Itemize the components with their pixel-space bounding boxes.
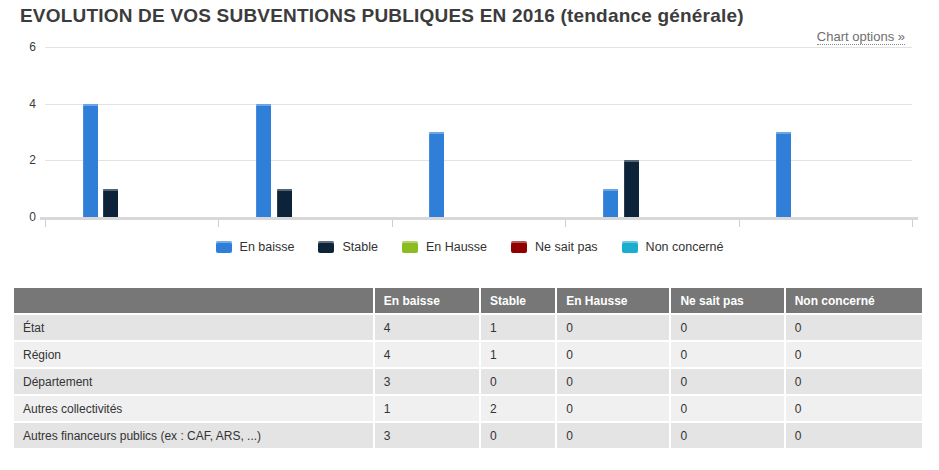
row-label: Département: [14, 369, 373, 394]
x-axis-tick: [45, 220, 46, 227]
cell-value: 0: [557, 342, 669, 367]
cell-value: 0: [481, 423, 555, 448]
cell-value: 0: [557, 423, 669, 448]
table-row-departement: Département30000: [14, 369, 922, 394]
bar-en-baisse-departement: [429, 132, 444, 217]
row-label: Autres financeurs publics (ex : CAF, ARS…: [14, 423, 373, 448]
cell-value: 0: [557, 315, 669, 340]
bar-en-baisse-autres-financeurs-publics-ex-caf-ars: [776, 132, 791, 217]
legend-label: En Hausse: [426, 240, 487, 254]
gridline: [45, 104, 912, 105]
legend-item-ne-sait-pas[interactable]: Ne sait pas: [511, 240, 598, 254]
x-axis-tick: [739, 220, 740, 227]
legend-label: Stable: [342, 240, 377, 254]
gridline: [45, 47, 912, 48]
row-label: Autres collectivités: [14, 396, 373, 421]
column-header-en-baisse: En baisse: [375, 288, 479, 313]
cell-value: 0: [786, 396, 922, 421]
x-axis-tick: [218, 220, 219, 227]
legend-label: Ne sait pas: [535, 240, 598, 254]
table-body: État41000Région41000Département30000Autr…: [14, 315, 922, 448]
cell-value: 3: [375, 369, 479, 394]
page-title: EVOLUTION DE VOS SUBVENTIONS PUBLIQUES E…: [20, 5, 744, 27]
table-header-row: En baisseStableEn HausseNe sait pasNon c…: [14, 288, 922, 313]
bar-en-baisse-region: [256, 104, 271, 217]
cell-value: 4: [375, 315, 479, 340]
legend-swatch-en-baisse: [216, 241, 232, 253]
chart-legend: En baisse Stable En Hausse Ne sait pas Non c…: [0, 240, 939, 254]
legend-swatch-non-concerne: [622, 241, 638, 253]
column-header-non-concerne: Non concerné: [786, 288, 922, 313]
cell-value: 0: [671, 315, 783, 340]
cell-value: 0: [786, 423, 922, 448]
legend-swatch-en-hausse: [402, 241, 418, 253]
x-axis-tick: [912, 220, 913, 227]
data-table: En baisseStableEn HausseNe sait pasNon c…: [12, 286, 924, 450]
bar-stable-etat: [103, 189, 118, 217]
table-row-autres-collectivites: Autres collectivités12000: [14, 396, 922, 421]
legend-label: En baisse: [240, 240, 295, 254]
bar-stable-region: [277, 189, 292, 217]
cell-value: 0: [671, 423, 783, 448]
legend-swatch-ne-sait-pas: [511, 241, 527, 253]
cell-value: 0: [671, 342, 783, 367]
y-axis-tick-label: 4: [6, 97, 36, 111]
column-header-en-hausse: En Hausse: [557, 288, 669, 313]
cell-value: 0: [557, 396, 669, 421]
x-axis-tick: [392, 220, 393, 227]
y-axis-tick-label: 2: [6, 153, 36, 167]
cell-value: 0: [786, 369, 922, 394]
bar-chart: En baisse Stable En Hausse Ne sait pas Non c…: [0, 40, 939, 275]
bar-en-baisse-autres-collectivites: [603, 189, 618, 217]
legend-item-non-concerne[interactable]: Non concerné: [622, 240, 724, 254]
x-axis-tick: [565, 220, 566, 227]
row-label: État: [14, 315, 373, 340]
cell-value: 0: [557, 369, 669, 394]
y-axis-tick-label: 6: [6, 40, 36, 54]
cell-value: 3: [375, 423, 479, 448]
legend-item-en-hausse[interactable]: En Hausse: [402, 240, 487, 254]
column-header-ne-sait-pas: Ne sait pas: [671, 288, 783, 313]
cell-value: 0: [786, 315, 922, 340]
table-row-autres-financeurs-publics-ex-caf-ars: Autres financeurs publics (ex : CAF, ARS…: [14, 423, 922, 448]
table-head: En baisseStableEn HausseNe sait pasNon c…: [14, 288, 922, 313]
corner-header-cell: [14, 288, 373, 313]
legend-swatch-stable: [318, 241, 334, 253]
table-row-etat: État41000: [14, 315, 922, 340]
row-label: Région: [14, 342, 373, 367]
cell-value: 1: [481, 315, 555, 340]
cell-value: 1: [375, 396, 479, 421]
table-row-region: Région41000: [14, 342, 922, 367]
legend-label: Non concerné: [646, 240, 724, 254]
cell-value: 4: [375, 342, 479, 367]
x-axis-line: [40, 217, 918, 220]
survey-chart-page: EVOLUTION DE VOS SUBVENTIONS PUBLIQUES E…: [0, 0, 939, 470]
legend-item-en-baisse[interactable]: En baisse: [216, 240, 295, 254]
cell-value: 0: [671, 396, 783, 421]
cell-value: 0: [786, 342, 922, 367]
data-table-wrap: En baisseStableEn HausseNe sait pasNon c…: [14, 288, 922, 448]
y-axis-tick-label: 0: [6, 210, 36, 224]
column-header-stable: Stable: [481, 288, 555, 313]
cell-value: 1: [481, 342, 555, 367]
legend-item-stable[interactable]: Stable: [318, 240, 377, 254]
cell-value: 0: [481, 369, 555, 394]
cell-value: 0: [671, 369, 783, 394]
bar-stable-autres-collectivites: [624, 160, 639, 217]
bar-en-baisse-etat: [83, 104, 98, 217]
cell-value: 2: [481, 396, 555, 421]
